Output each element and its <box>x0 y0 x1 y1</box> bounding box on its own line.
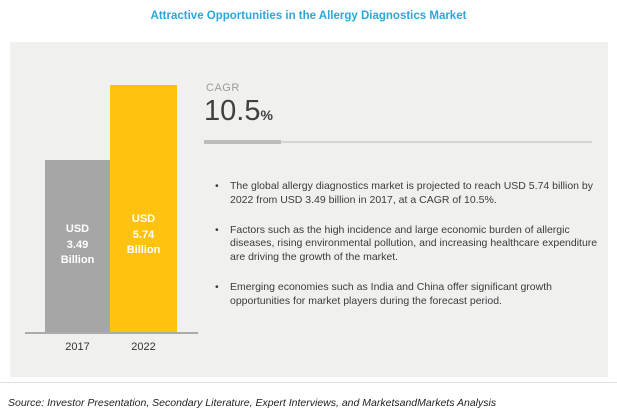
cagr-percent-sign: % <box>260 107 273 123</box>
bar-2017: USD 3.49 Billion <box>45 160 110 332</box>
bullet-item-3: Emerging economies such as India and Chi… <box>213 281 603 309</box>
content-panel: USD 3.49 Billion USD 5.74 Billion 2017 2… <box>10 42 608 377</box>
bar-2022-amount: 5.74 <box>132 228 155 241</box>
bar-2017-unit: Billion <box>60 254 95 266</box>
x-tick-2017: 2017 <box>65 341 90 353</box>
source-note: Source: Investor Presentation, Secondary… <box>8 397 497 409</box>
bar-2017-value-label: USD 3.49 Billion <box>45 222 110 269</box>
x-axis-line <box>25 332 198 334</box>
bar-2022-currency: USD <box>131 213 156 225</box>
cagr-label: CAGR <box>206 82 240 94</box>
bar-2022: USD 5.74 Billion <box>110 85 177 332</box>
bullet-item-2: Factors such as the high incidence and l… <box>213 224 603 265</box>
bar-2017-amount: 3.49 <box>66 238 89 251</box>
cagr-divider <box>204 140 592 144</box>
page-title: Attractive Opportunities in the Allergy … <box>150 10 467 22</box>
footer-divider <box>0 382 617 383</box>
bullet-list: The global allergy diagnostics market is… <box>213 180 603 325</box>
bullet-item-1: The global allergy diagnostics market is… <box>213 180 603 208</box>
bar-2022-unit: Billion <box>126 244 161 256</box>
cagr-value: 10.5% <box>204 95 273 128</box>
bar-2022-value-label: USD 5.74 Billion <box>110 212 177 259</box>
x-tick-2022: 2022 <box>131 341 156 353</box>
cagr-divider-accent <box>204 140 281 144</box>
bar-2017-currency: USD <box>65 223 90 235</box>
cagr-number: 10.5 <box>204 95 261 127</box>
